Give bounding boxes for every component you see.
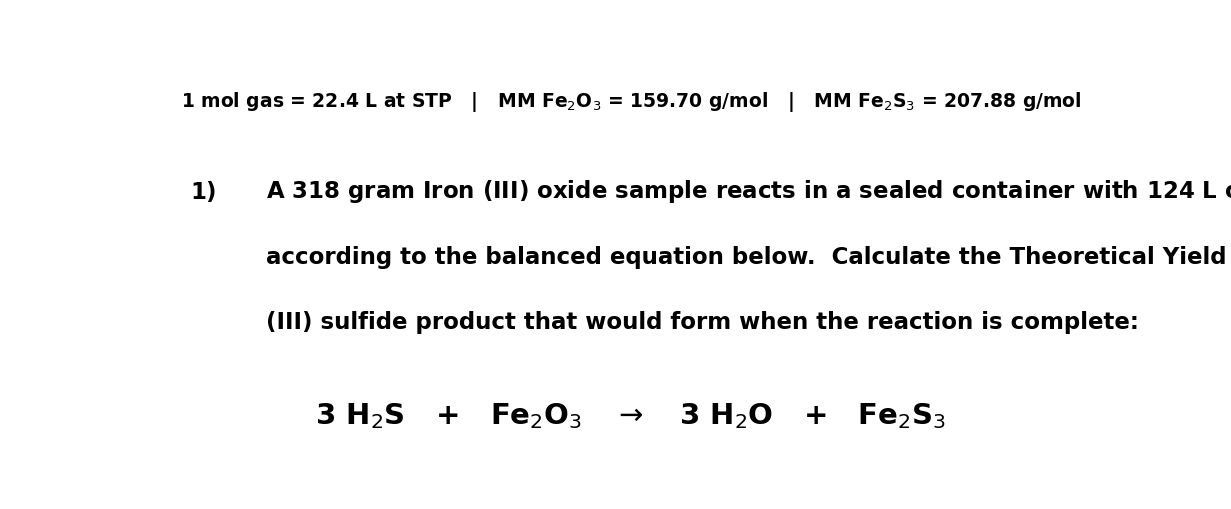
Text: 1): 1) [190, 181, 217, 204]
Text: (III) sulfide product that would form when the reaction is complete:: (III) sulfide product that would form wh… [266, 312, 1140, 334]
Text: 3 H$_2$S   +   Fe$_2$O$_3$   $\rightarrow$   3 H$_2$O   +   Fe$_2$S$_3$: 3 H$_2$S + Fe$_2$O$_3$ $\rightarrow$ 3 H… [315, 401, 947, 431]
Text: 1 mol gas = 22.4 L at STP   |   MM Fe$_2$O$_3$ = 159.70 g/mol   |   MM Fe$_2$S$_: 1 mol gas = 22.4 L at STP | MM Fe$_2$O$_… [181, 90, 1081, 114]
Text: A 318 gram Iron (III) oxide sample reacts in a sealed container with 124 L of H$: A 318 gram Iron (III) oxide sample react… [266, 178, 1231, 205]
Text: according to the balanced equation below.  Calculate the Theoretical Yield (in g: according to the balanced equation below… [266, 245, 1231, 269]
